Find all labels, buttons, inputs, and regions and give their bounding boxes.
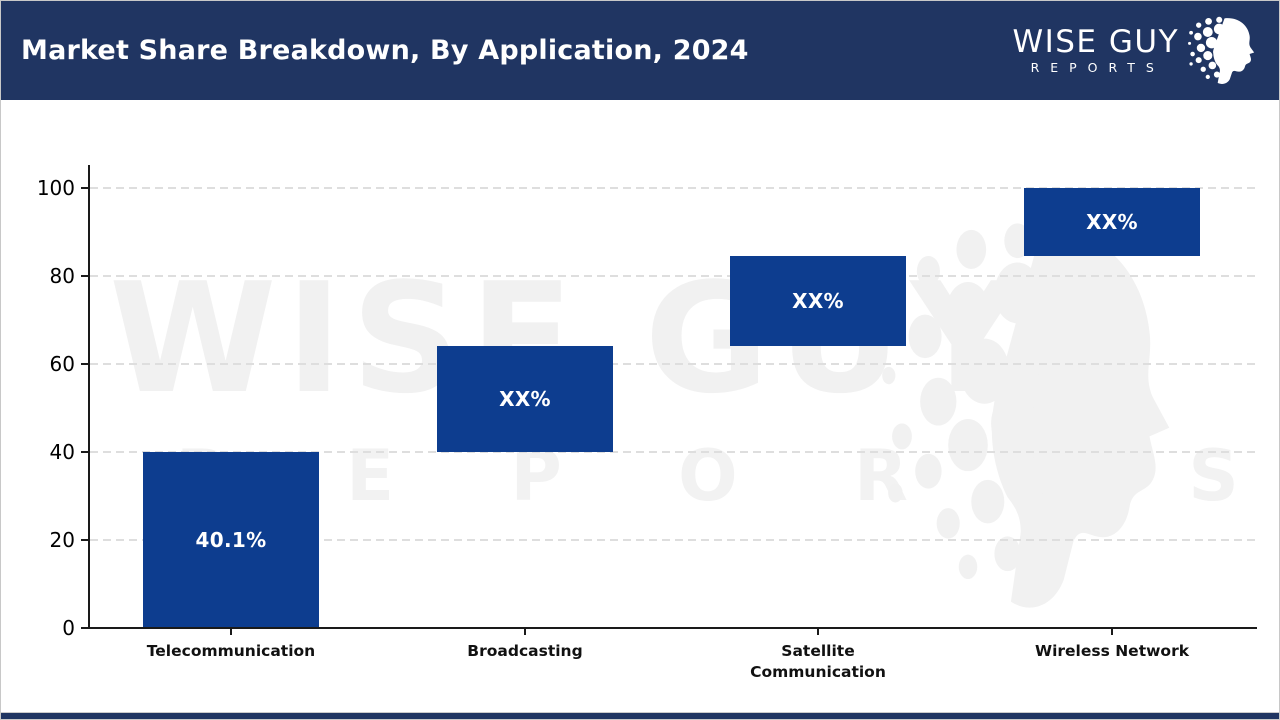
y-axis-tick <box>81 451 89 453</box>
bar-value-label: XX% <box>792 288 844 313</box>
bar-segment: XX% <box>437 345 613 452</box>
y-axis-tick <box>81 187 89 189</box>
bar-value-label: XX% <box>499 386 551 411</box>
y-axis-tick <box>81 275 89 277</box>
x-axis-tick <box>1111 628 1113 635</box>
y-tick-label: 40 <box>49 440 75 464</box>
page-title: Market Share Breakdown, By Application, … <box>21 35 749 66</box>
gridline <box>90 363 1257 365</box>
x-tick-label: Satellite Communication <box>750 642 886 682</box>
x-axis <box>88 627 1257 629</box>
logo-head-icon <box>1188 16 1255 84</box>
logo-text-line1: WISE GUY <box>1012 23 1179 60</box>
bar-segment: 40.1% <box>143 451 319 628</box>
x-tick-label: Broadcasting <box>467 642 583 660</box>
logo-wordmark: WISE GUY REPORTS <box>1012 23 1179 75</box>
y-tick-label: 60 <box>49 352 75 376</box>
wiseguy-logo: WISE GUY REPORTS <box>1012 9 1261 93</box>
y-axis-tick <box>81 627 89 629</box>
x-axis-tick <box>524 628 526 635</box>
gridline <box>90 451 1257 453</box>
y-tick-label: 80 <box>49 264 75 288</box>
x-axis-tick <box>230 628 232 635</box>
y-axis-tick <box>81 363 89 365</box>
bar-segment: XX% <box>1024 188 1200 257</box>
y-tick-label: 20 <box>49 528 75 552</box>
gridline <box>90 275 1257 277</box>
x-tick-label: Telecommunication <box>146 642 316 660</box>
gridline <box>90 539 1257 541</box>
y-tick-label: 0 <box>62 616 75 640</box>
bar-value-label: XX% <box>1086 210 1138 235</box>
y-axis <box>88 165 90 629</box>
bar-value-label: 40.1% <box>195 527 267 552</box>
x-tick-label: Wireless Network <box>1034 642 1190 660</box>
footer-bar <box>1 712 1279 719</box>
y-axis-tick <box>81 539 89 541</box>
gridline <box>90 187 1257 189</box>
logo-text-line2: REPORTS <box>1030 59 1165 75</box>
x-axis-tick <box>817 628 819 635</box>
header: Market Share Breakdown, By Application, … <box>1 1 1279 100</box>
bar-segment: XX% <box>730 256 906 346</box>
y-tick-label: 100 <box>36 176 75 200</box>
